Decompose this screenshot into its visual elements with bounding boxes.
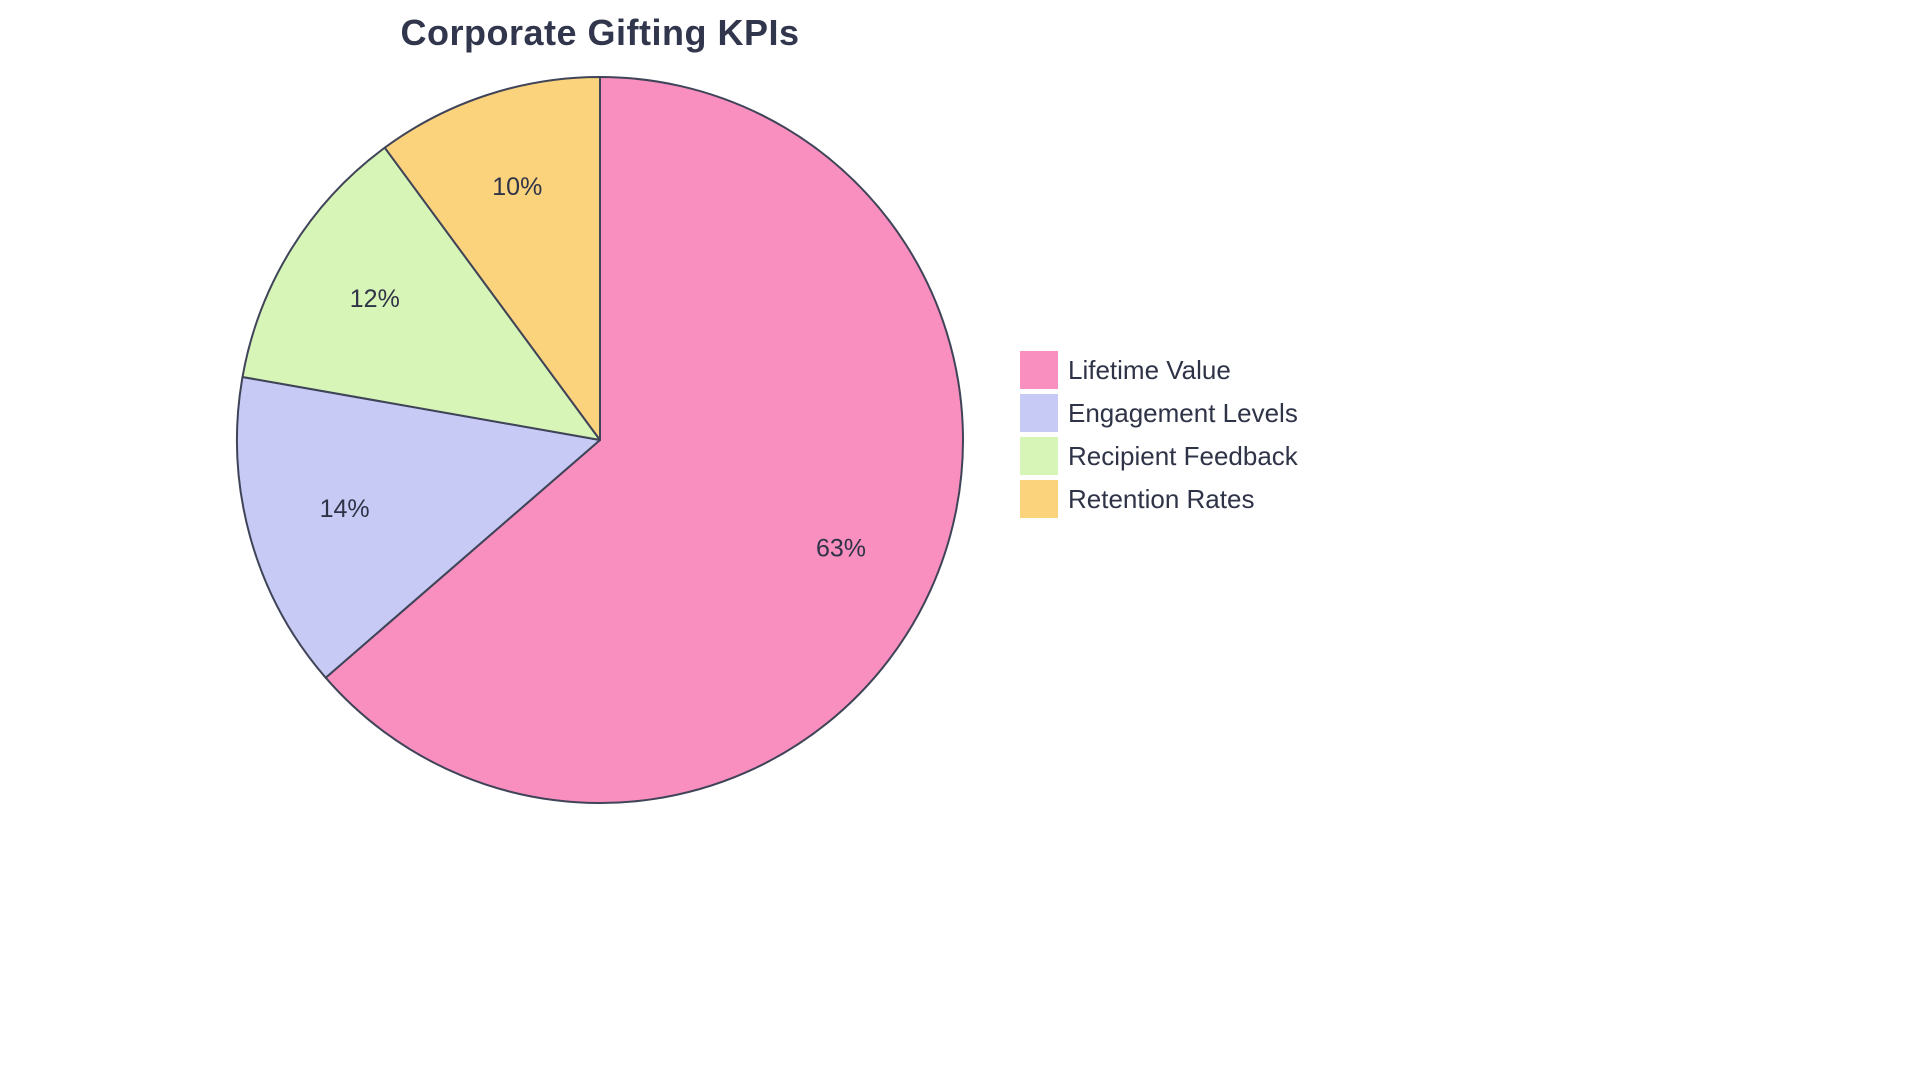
- pie-slice-label-1: 14%: [320, 495, 370, 523]
- pie-slice-label-3: 10%: [492, 173, 542, 201]
- chart-title: Corporate Gifting KPIs: [400, 12, 800, 53]
- pie-slice-label-0: 63%: [816, 535, 866, 563]
- pie-slice-label-2: 12%: [350, 285, 400, 313]
- legend-label: Lifetime Value: [1068, 354, 1231, 385]
- pie-slice-0: [324, 76, 964, 804]
- legend-swatch-icon: [1020, 351, 1058, 389]
- legend-label: Engagement Levels: [1068, 397, 1298, 428]
- legend-swatch-icon: [1020, 394, 1058, 432]
- legend-item-0: Lifetime Value: [1020, 351, 1298, 389]
- legend-swatch-icon: [1020, 437, 1058, 475]
- pie-slice-1: [236, 375, 601, 679]
- legend-swatch-icon: [1020, 480, 1058, 518]
- legend-label: Recipient Feedback: [1068, 440, 1298, 471]
- legend: Lifetime Value Engagement Levels Recipient…: [1020, 351, 1298, 523]
- legend-item-3: Retention Rates: [1020, 480, 1298, 518]
- legend-item-1: Engagement Levels: [1020, 394, 1298, 432]
- legend-item-2: Recipient Feedback: [1020, 437, 1298, 475]
- legend-label: Retention Rates: [1068, 483, 1255, 514]
- pie-slice-3: [383, 76, 601, 441]
- pie-chart-svg: 63% 14% 12% 10%: [236, 76, 964, 804]
- pie-slice-2: [241, 146, 601, 441]
